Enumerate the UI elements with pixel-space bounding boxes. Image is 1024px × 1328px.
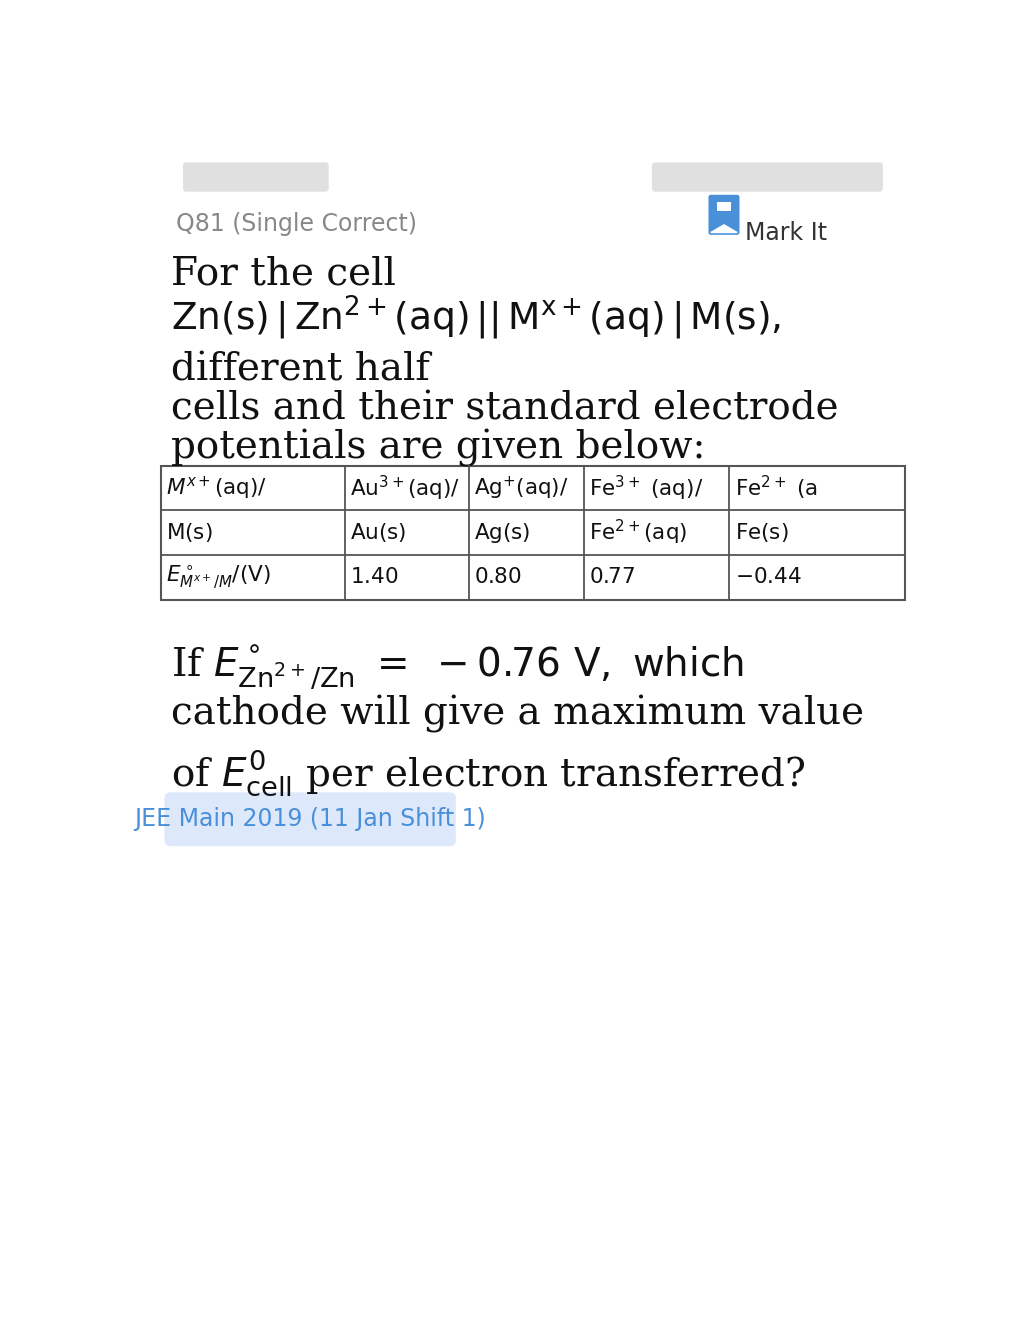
Text: $\mathrm{0.77}$: $\mathrm{0.77}$ bbox=[589, 567, 635, 587]
Text: of $E^{0}_{\mathrm{cell}}$ per electron transferred?: of $E^{0}_{\mathrm{cell}}$ per electron … bbox=[171, 746, 806, 798]
Text: MARKS: MARKS bbox=[397, 479, 846, 586]
Text: $\mathrm{M(s)}$: $\mathrm{M(s)}$ bbox=[166, 522, 213, 544]
Text: $E^\circ_{M^{x+}/M}\mathrm{/(V)}$: $E^\circ_{M^{x+}/M}\mathrm{/(V)}$ bbox=[166, 564, 270, 591]
Text: cathode will give a maximum value: cathode will give a maximum value bbox=[171, 695, 864, 733]
Text: cells and their standard electrode: cells and their standard electrode bbox=[171, 390, 839, 428]
Text: $\mathrm{Au(s)}$: $\mathrm{Au(s)}$ bbox=[350, 522, 407, 544]
Text: For the cell: For the cell bbox=[171, 255, 395, 292]
Text: $\mathrm{Ag(s)}$: $\mathrm{Ag(s)}$ bbox=[474, 521, 530, 544]
FancyBboxPatch shape bbox=[717, 202, 731, 211]
Text: $\mathrm{Ag^{+}(aq)/}$: $\mathrm{Ag^{+}(aq)/}$ bbox=[474, 474, 569, 502]
FancyBboxPatch shape bbox=[165, 793, 456, 846]
Bar bbox=[161, 466, 904, 600]
FancyBboxPatch shape bbox=[652, 162, 883, 191]
Text: $\mathrm{Fe(s)}$: $\mathrm{Fe(s)}$ bbox=[735, 522, 788, 544]
Text: $\mathrm{Fe^{2+}\ (a}$: $\mathrm{Fe^{2+}\ (a}$ bbox=[735, 474, 818, 502]
Polygon shape bbox=[711, 224, 737, 232]
Text: $\mathrm{-0.44}$: $\mathrm{-0.44}$ bbox=[735, 567, 802, 587]
Text: $\mathrm{Fe^{3+}\ (aq)/}$: $\mathrm{Fe^{3+}\ (aq)/}$ bbox=[589, 474, 703, 503]
Text: $\mathrm{Fe^{2+}(aq)}$: $\mathrm{Fe^{2+}(aq)}$ bbox=[589, 518, 687, 547]
Text: $\mathrm{Au^{3+}(aq)/}$: $\mathrm{Au^{3+}(aq)/}$ bbox=[350, 474, 461, 503]
Text: If $E^\circ_{\mathrm{Zn^{2+}/Zn}}\ =\ -0.76\ \mathrm{V,\ which}$: If $E^\circ_{\mathrm{Zn^{2+}/Zn}}\ =\ -0… bbox=[171, 643, 743, 691]
FancyBboxPatch shape bbox=[183, 162, 329, 191]
Text: different half: different half bbox=[171, 352, 429, 389]
FancyBboxPatch shape bbox=[709, 195, 739, 235]
Text: Mark It: Mark It bbox=[744, 220, 827, 244]
Text: Q81 (Single Correct): Q81 (Single Correct) bbox=[176, 211, 417, 235]
Text: potentials are given below:: potentials are given below: bbox=[171, 429, 706, 467]
Text: $\mathrm{0.80}$: $\mathrm{0.80}$ bbox=[474, 567, 522, 587]
Text: $\mathrm{Zn(s)\,|\,Zn^{2+}(aq)\,||\,M^{x+}(aq)\,|\,M(s),}$: $\mathrm{Zn(s)\,|\,Zn^{2+}(aq)\,||\,M^{x… bbox=[171, 293, 780, 343]
Text: $\mathrm{1.40}$: $\mathrm{1.40}$ bbox=[350, 567, 399, 587]
Text: $M^{x+}\mathrm{(aq)/}$: $M^{x+}\mathrm{(aq)/}$ bbox=[166, 474, 267, 502]
Text: JEE Main 2019 (11 Jan Shift 1): JEE Main 2019 (11 Jan Shift 1) bbox=[134, 807, 486, 831]
